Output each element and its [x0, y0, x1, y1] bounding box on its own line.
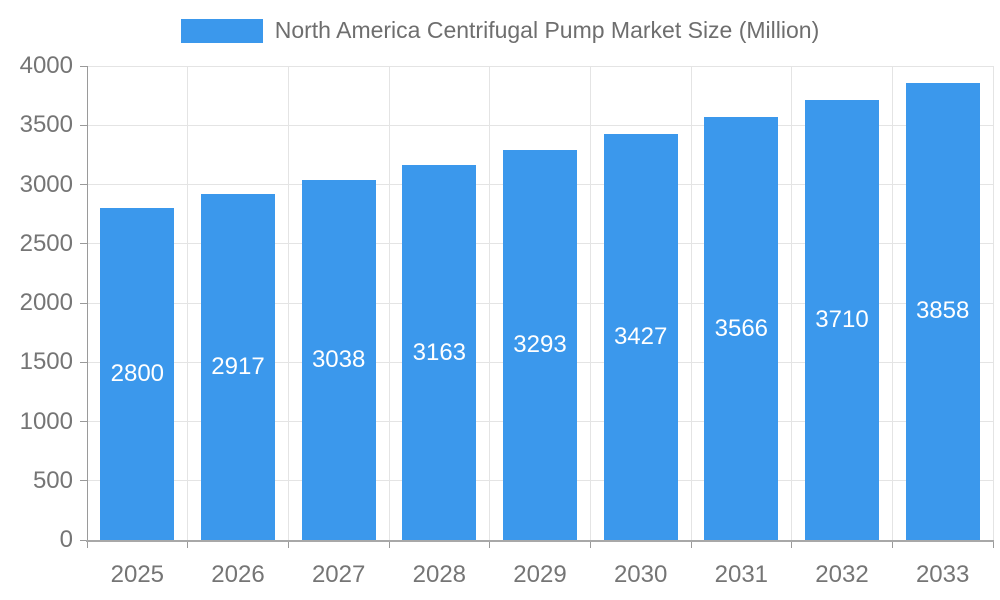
plot-area: 2800 2917 3038 3163 3293 3427 3566 3710 3858 [80, 65, 994, 548]
bar-2032[interactable]: 3710 [805, 100, 879, 540]
y-axis-tick [80, 302, 87, 304]
y-axis-tick [80, 539, 87, 541]
bar-2026[interactable]: 2917 [201, 194, 275, 540]
bar-value-label: 3427 [613, 322, 668, 350]
x-axis-tick [489, 540, 491, 548]
bar-value-label: 2800 [110, 360, 165, 388]
y-axis-tick [80, 243, 87, 245]
bar-2025[interactable]: 2800 [100, 208, 175, 540]
x-axis-tick [690, 540, 692, 548]
y-axis-label: 3500 [19, 111, 73, 139]
x-gridline [287, 66, 289, 540]
y-axis-tick [80, 124, 87, 126]
bar-value-label: 3858 [915, 297, 970, 325]
x-axis-label: 2032 [815, 561, 869, 588]
x-gridline [489, 66, 491, 540]
bar-value-label: 3293 [513, 330, 567, 358]
bar-2033[interactable]: 3858 [905, 82, 980, 540]
y-axis-label: 4000 [19, 52, 73, 79]
y-axis-tick [80, 361, 87, 363]
x-axis-label: 2031 [714, 561, 769, 588]
bar-2027[interactable]: 3038 [301, 180, 376, 540]
y-gridline [87, 124, 993, 126]
x-axis-tick [589, 540, 591, 548]
x-gridline [690, 66, 692, 540]
x-axis-label: 2030 [613, 561, 668, 588]
x-gridline [388, 66, 390, 540]
bar-value-label: 3163 [412, 338, 467, 366]
x-axis-tick [891, 540, 893, 548]
bar-value-label: 2917 [211, 353, 265, 381]
y-axis-line [87, 66, 88, 540]
x-axis-tick [791, 540, 793, 548]
x-axis-tick [388, 540, 390, 548]
x-axis-label: 2028 [412, 561, 467, 588]
bar-2030[interactable]: 3427 [603, 133, 678, 540]
x-axis-label: 2029 [513, 561, 567, 588]
x-gridline [791, 66, 793, 540]
x-gridline [187, 66, 189, 540]
y-gridline [87, 65, 993, 67]
bar-value-label: 3710 [815, 306, 869, 334]
y-axis-label: 0 [59, 526, 73, 553]
x-axis-tick [187, 540, 189, 548]
x-axis-label: 2025 [110, 561, 165, 588]
x-axis-tick [86, 540, 88, 548]
y-axis-tick [80, 421, 87, 422]
x-axis-label: 2027 [311, 561, 366, 588]
bar-value-label: 3566 [714, 314, 769, 342]
y-axis-label: 500 [32, 466, 73, 494]
x-axis-line [86, 540, 994, 542]
legend-label: North America Centrifugal Pump Market Si… [274, 17, 820, 43]
x-gridline [891, 66, 893, 540]
legend-swatch-icon [180, 18, 263, 43]
y-axis-tick [80, 480, 87, 482]
x-axis-tick [992, 540, 994, 548]
y-axis-label: 1500 [19, 348, 73, 376]
bar-value-label: 3038 [311, 346, 366, 373]
y-axis-label: 1000 [19, 407, 73, 435]
y-axis-tick [80, 65, 87, 67]
x-gridline [992, 66, 994, 540]
x-gridline [589, 66, 591, 540]
bar-2031[interactable]: 3566 [704, 117, 779, 540]
y-axis-label: 2500 [19, 229, 73, 257]
x-axis-label: 2033 [915, 561, 970, 588]
x-axis-label: 2026 [211, 561, 265, 588]
legend-item[interactable]: North America Centrifugal Pump Market Si… [0, 17, 1000, 44]
y-axis-tick [80, 184, 87, 185]
bar-2028[interactable]: 3163 [402, 165, 477, 540]
bar-2029[interactable]: 3293 [503, 149, 577, 540]
y-axis-label: 2000 [19, 289, 73, 316]
x-axis-tick [287, 540, 289, 548]
y-axis-label: 3000 [19, 170, 73, 198]
